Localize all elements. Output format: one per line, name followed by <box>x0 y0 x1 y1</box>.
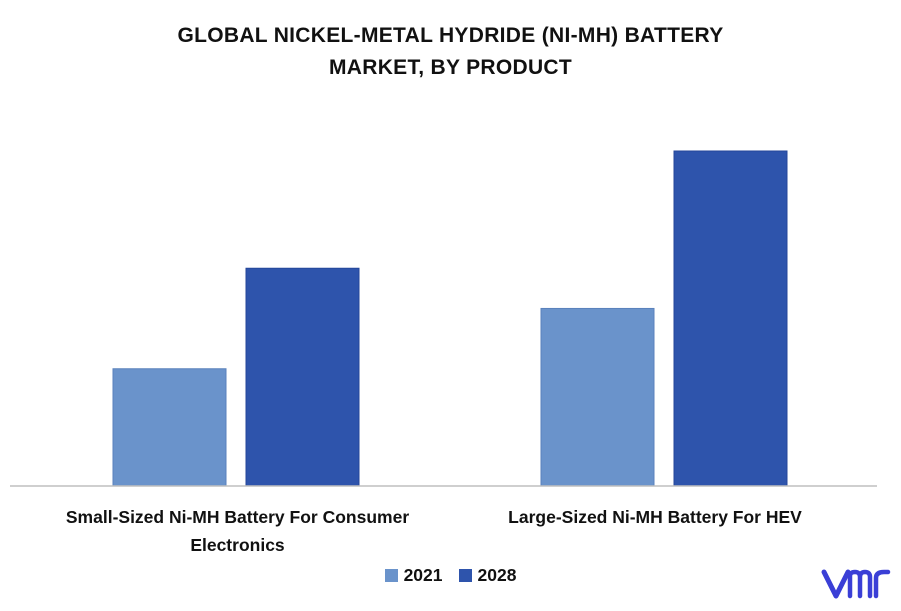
category-label-large-line-1: Large-Sized Ni-MH Battery For HEV <box>508 507 802 527</box>
bar-2021-category-0 <box>112 368 227 487</box>
legend-item-2021: 2021 <box>384 565 443 586</box>
bar-2028-category-1 <box>673 150 788 487</box>
category-label-small-line-2: Electronics <box>190 535 285 555</box>
legend-label-2021: 2021 <box>403 565 443 585</box>
legend: 2021 2028 <box>0 565 901 586</box>
bar-2021-category-1 <box>540 307 655 487</box>
bars-group <box>112 150 788 487</box>
bar-2028-category-0 <box>245 267 360 487</box>
category-label-small-line-1: Small-Sized Ni-MH Battery For Consumer <box>65 507 410 527</box>
category-label-small: Small-Sized Ni-MH Battery For Consumer E… <box>10 503 465 559</box>
chart-title-line-2: MARKET, BY PRODUCT <box>328 56 573 79</box>
legend-item-2028: 2028 <box>458 565 517 586</box>
category-label-large: Large-Sized Ni-MH Battery For HEV <box>445 503 865 531</box>
vmr-logo <box>821 569 891 599</box>
legend-swatch-2021 <box>384 569 398 582</box>
legend-swatch-2028 <box>458 569 472 582</box>
legend-label-2028: 2028 <box>477 565 517 585</box>
chart-title-line-1: GLOBAL NICKEL-METAL HYDRIDE (NI-MH) BATT… <box>177 24 724 47</box>
chart-title: GLOBAL NICKEL-METAL HYDRIDE (NI-MH) BATT… <box>0 20 901 84</box>
